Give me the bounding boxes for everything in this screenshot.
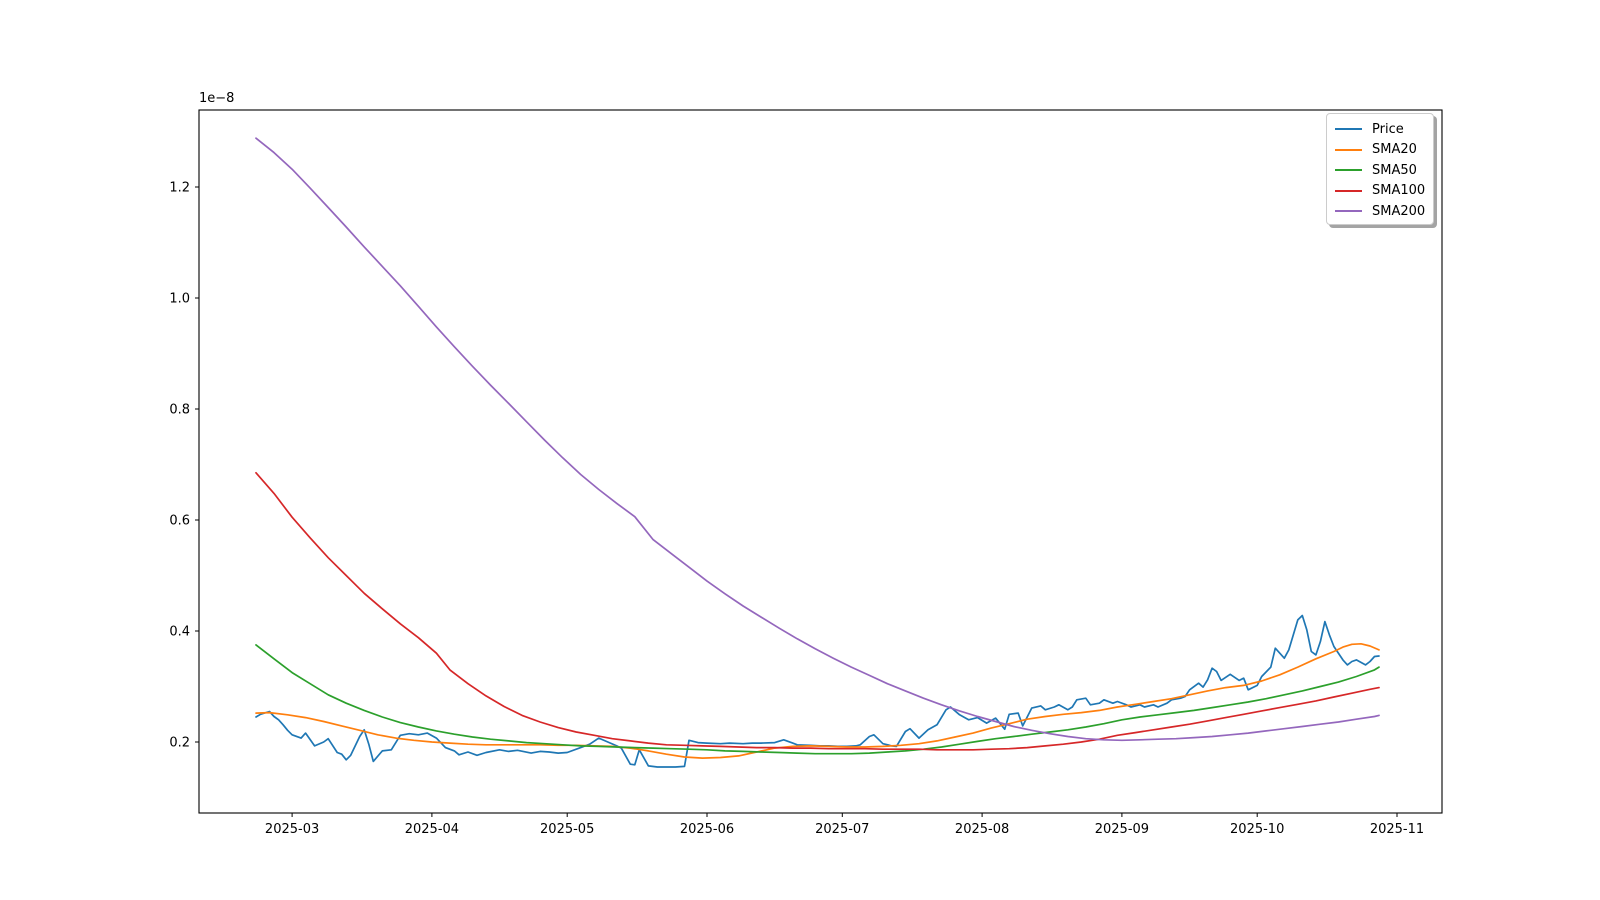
series-sma100 <box>255 471 1380 751</box>
y-tick-label: 0.2 <box>169 736 190 751</box>
legend: Price SMA20 SMA50 SMA100 SMA200 <box>1326 113 1434 225</box>
legend-item-sma100: SMA100 <box>1327 181 1433 202</box>
y-tick-label: 0.8 <box>169 403 190 418</box>
series-sma200 <box>255 137 1380 742</box>
legend-label-sma50: SMA50 <box>1372 162 1417 178</box>
y-axis-offset-label: 1e−8 <box>199 91 234 106</box>
legend-line-sample-sma100 <box>1335 189 1362 192</box>
x-tick-label: 2025-09 <box>1095 822 1149 837</box>
legend-label-sma20: SMA20 <box>1372 142 1417 158</box>
series-sma20 <box>255 642 1380 759</box>
series-sma50 <box>255 644 1380 755</box>
legend-line-sample-price <box>1335 128 1362 131</box>
legend-label-sma100: SMA100 <box>1372 183 1426 199</box>
y-tick-label: 1.0 <box>169 292 190 307</box>
x-tick-label: 2025-10 <box>1230 822 1284 837</box>
legend-item-sma200: SMA200 <box>1327 201 1433 222</box>
x-axis: 2025-03 2025-04 2025-05 2025-06 2025-07 2025-… <box>265 813 1424 837</box>
x-tick-label: 2025-07 <box>815 822 869 837</box>
y-axis: 0.2 0.4 0.6 0.8 1.0 1.2 <box>169 181 199 751</box>
x-tick-label: 2025-08 <box>955 822 1009 837</box>
y-tick-label: 0.6 <box>169 514 190 529</box>
x-tick-label: 2025-11 <box>1370 822 1424 837</box>
legend-label-price: Price <box>1372 121 1404 137</box>
legend-line-sample-sma200 <box>1335 210 1362 213</box>
axes-frame <box>198 109 1443 814</box>
legend-item-sma20: SMA20 <box>1327 140 1433 161</box>
legend-line-sample-sma20 <box>1335 148 1362 151</box>
y-tick-label: 0.4 <box>169 625 190 640</box>
x-tick-label: 2025-05 <box>540 822 594 837</box>
legend-line-sample-sma50 <box>1335 169 1362 172</box>
legend-item-price: Price <box>1327 119 1433 140</box>
legend-label-sma200: SMA200 <box>1372 203 1426 219</box>
x-tick-label: 2025-06 <box>680 822 734 837</box>
legend-item-sma50: SMA50 <box>1327 160 1433 181</box>
x-tick-label: 2025-03 <box>265 822 319 837</box>
x-tick-label: 2025-04 <box>405 822 459 837</box>
series-price <box>255 614 1380 768</box>
y-tick-label: 1.2 <box>169 181 190 196</box>
